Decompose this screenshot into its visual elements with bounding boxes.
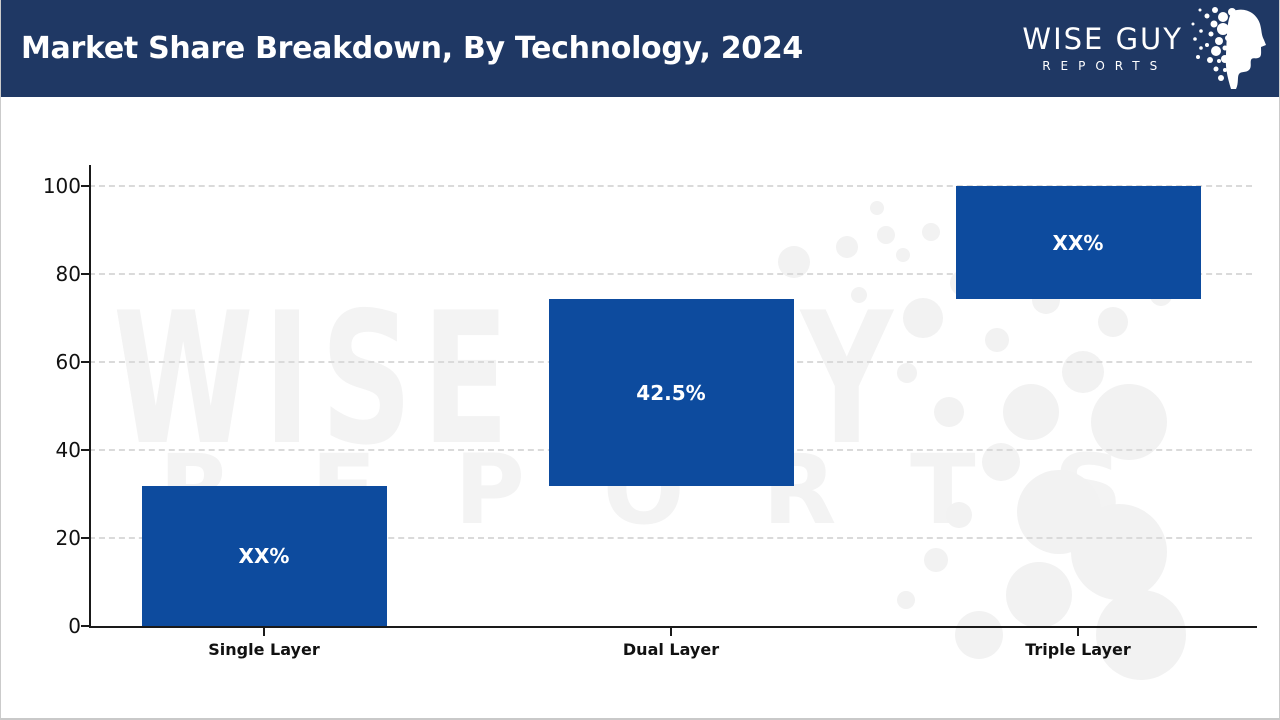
x-axis-tick [1077, 628, 1079, 636]
x-tick-label: Dual Layer [622, 640, 720, 659]
bar-segment: XX% [955, 186, 1201, 300]
brand-logo-subtitle: REPORTS [1042, 59, 1168, 73]
brand-logo: WISE GUY REPORTS [1022, 4, 1267, 94]
y-tick-label: 100 [42, 174, 81, 198]
y-tick-label: 40 [55, 438, 81, 462]
bar-segment: 42.5% [548, 299, 794, 487]
y-axis-tick [81, 361, 89, 363]
y-axis-tick [81, 185, 89, 187]
brand-logo-text: WISE GUY REPORTS [1022, 22, 1183, 73]
x-axis-tick [670, 628, 672, 636]
y-axis-tick [81, 273, 89, 275]
gridline [89, 273, 1252, 275]
x-axis-tick [263, 628, 265, 636]
y-axis-line [89, 165, 91, 628]
bar-value-label: XX% [1052, 230, 1104, 255]
bar-value-label: 42.5% [636, 380, 706, 405]
gridline [89, 185, 1252, 187]
y-tick-label: 80 [55, 262, 81, 286]
x-axis-line [89, 626, 1257, 628]
dotted-face-profile-icon [1185, 4, 1267, 94]
x-tick-label: Triple Layer [1025, 640, 1131, 659]
y-tick-label: 60 [55, 350, 81, 374]
y-axis-tick [81, 449, 89, 451]
bar-segment: XX% [141, 486, 387, 626]
y-axis-tick [81, 625, 89, 627]
y-axis-tick [81, 537, 89, 539]
header-bar: Market Share Breakdown, By Technology, 2… [1, 0, 1279, 97]
page-title: Market Share Breakdown, By Technology, 2… [21, 31, 803, 66]
gridline [89, 537, 1252, 539]
y-tick-label: 20 [55, 526, 81, 550]
y-tick-label: 0 [68, 614, 81, 638]
brand-logo-name: WISE GUY [1022, 22, 1183, 56]
x-tick-label: Single Layer [208, 640, 320, 659]
bar-value-label: XX% [238, 544, 290, 569]
